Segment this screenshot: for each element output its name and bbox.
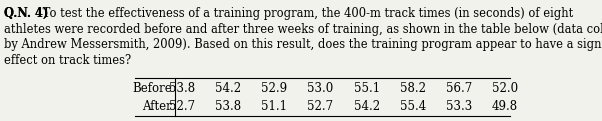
Text: 52.9: 52.9 [261, 82, 287, 95]
Text: After: After [142, 101, 172, 113]
Text: 52.7: 52.7 [169, 101, 195, 113]
Text: 54.2: 54.2 [353, 101, 380, 113]
Text: 53.8: 53.8 [215, 101, 241, 113]
Text: 53.3: 53.3 [445, 101, 472, 113]
Text: Q.N. 4): Q.N. 4) [4, 7, 48, 20]
Text: 49.8: 49.8 [492, 101, 518, 113]
Text: 56.7: 56.7 [445, 82, 472, 95]
Text: 55.1: 55.1 [353, 82, 380, 95]
Text: Q.N. 4): Q.N. 4) [4, 7, 48, 20]
Text: 51.1: 51.1 [261, 101, 287, 113]
Text: 53.8: 53.8 [169, 82, 195, 95]
Text: Before: Before [132, 82, 172, 95]
Text: 55.4: 55.4 [400, 101, 426, 113]
Text: To test the effectiveness of a training program, the 400-m track times (in secon: To test the effectiveness of a training … [39, 7, 573, 20]
Text: athletes were recorded before and after three weeks of training, as shown in the: athletes were recorded before and after … [4, 23, 602, 35]
Text: 52.7: 52.7 [308, 101, 334, 113]
Text: 53.0: 53.0 [307, 82, 334, 95]
Text: 54.2: 54.2 [215, 82, 241, 95]
Text: Q.N. 4) To test the effectiveness of a training program, the 400-m track times (: Q.N. 4) To test the effectiveness of a t… [4, 7, 579, 20]
Text: 58.2: 58.2 [400, 82, 426, 95]
Text: by Andrew Messersmith, 2009). Based on this result, does the training program ap: by Andrew Messersmith, 2009). Based on t… [4, 38, 602, 51]
Text: effect on track times?: effect on track times? [4, 53, 131, 67]
Text: 52.0: 52.0 [492, 82, 518, 95]
